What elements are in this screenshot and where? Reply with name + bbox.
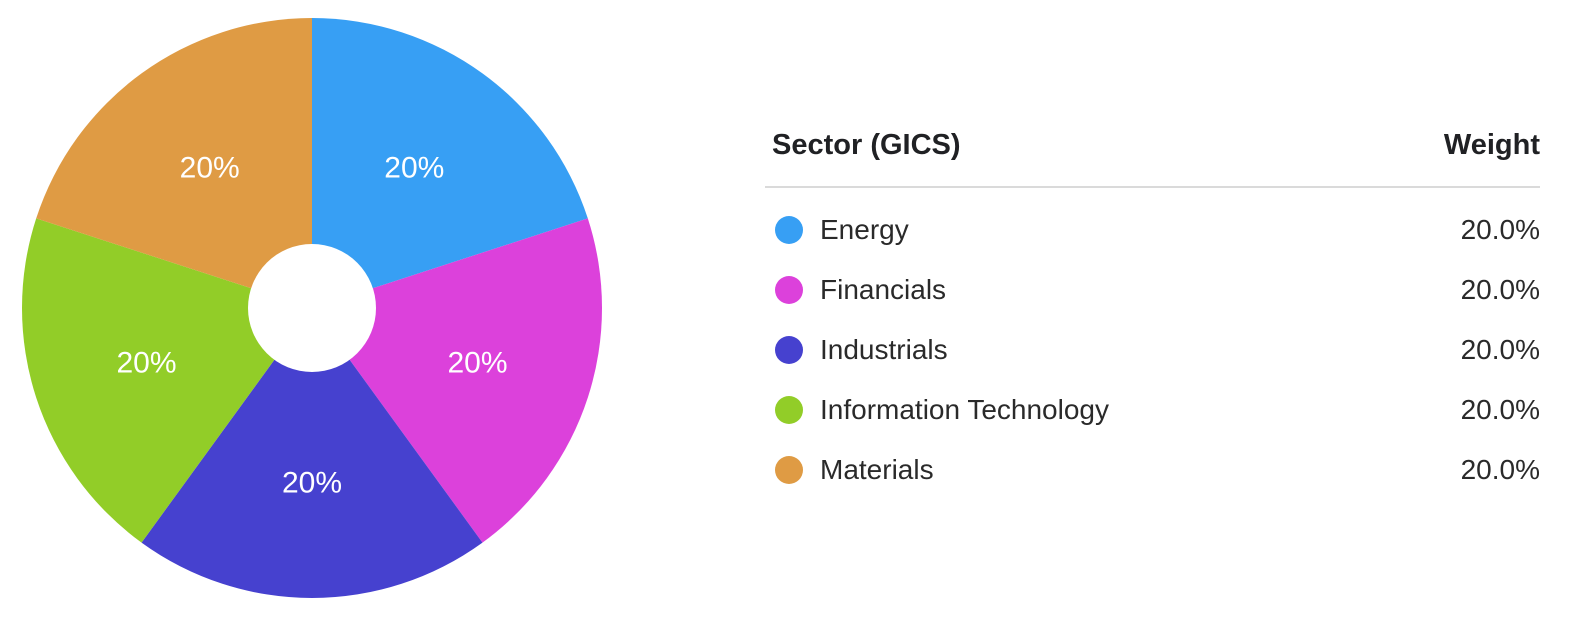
sector-weight-table: Sector (GICS) Weight Energy 20.0% Financ… xyxy=(765,128,1540,500)
sector-name: Financials xyxy=(820,274,947,305)
donut-chart-svg: 20% 20% 20% 20% 20% xyxy=(21,17,603,598)
sector-weight: 20.0% xyxy=(1460,274,1540,305)
pie-slice-information-technology[interactable] xyxy=(21,218,313,543)
sector-name: Information Technology xyxy=(820,394,1109,425)
sector-color-dot xyxy=(775,336,803,364)
table-row-industrials: Industrials 20.0% xyxy=(765,320,1540,380)
table-row-information-technology: Information Technology 20.0% xyxy=(765,380,1540,440)
donut-hole xyxy=(248,244,376,372)
pie-slice-industrials[interactable] xyxy=(141,308,483,598)
slice-label: 20% xyxy=(447,346,507,379)
table-body: Energy 20.0% Financials 20.0% Industrial… xyxy=(765,200,1540,500)
pie-slice-materials[interactable] xyxy=(36,17,312,308)
slice-label: 20% xyxy=(384,152,444,185)
table-row-materials: Materials 20.0% xyxy=(765,440,1540,500)
sector-color-dot xyxy=(775,396,803,424)
sector-weight: 20.0% xyxy=(1460,454,1540,485)
donut-chart: 20% 20% 20% 20% 20% xyxy=(0,0,660,620)
table-row-energy: Energy 20.0% xyxy=(765,200,1540,260)
header-divider xyxy=(765,186,1540,188)
sector-weight: 20.0% xyxy=(1460,214,1540,245)
sector-weight: 20.0% xyxy=(1460,334,1540,365)
sector-name: Energy xyxy=(820,214,909,245)
slice-label: 20% xyxy=(282,467,342,500)
sector-color-dot xyxy=(775,456,803,484)
table-row-financials: Financials 20.0% xyxy=(765,260,1540,320)
pie-slice-energy[interactable] xyxy=(312,18,588,308)
pie-slice-financials[interactable] xyxy=(312,218,603,543)
sector-name: Industrials xyxy=(820,334,948,365)
col-header-weight: Weight xyxy=(1443,129,1540,161)
sector-color-dot xyxy=(775,276,803,304)
sector-weight: 20.0% xyxy=(1460,394,1540,425)
slice-label: 20% xyxy=(180,152,240,185)
slice-label: 20% xyxy=(116,346,176,379)
sector-color-dot xyxy=(775,216,803,244)
col-header-sector: Sector (GICS) xyxy=(772,129,961,161)
table-header: Sector (GICS) Weight xyxy=(765,128,1540,162)
sector-name: Materials xyxy=(820,454,934,485)
